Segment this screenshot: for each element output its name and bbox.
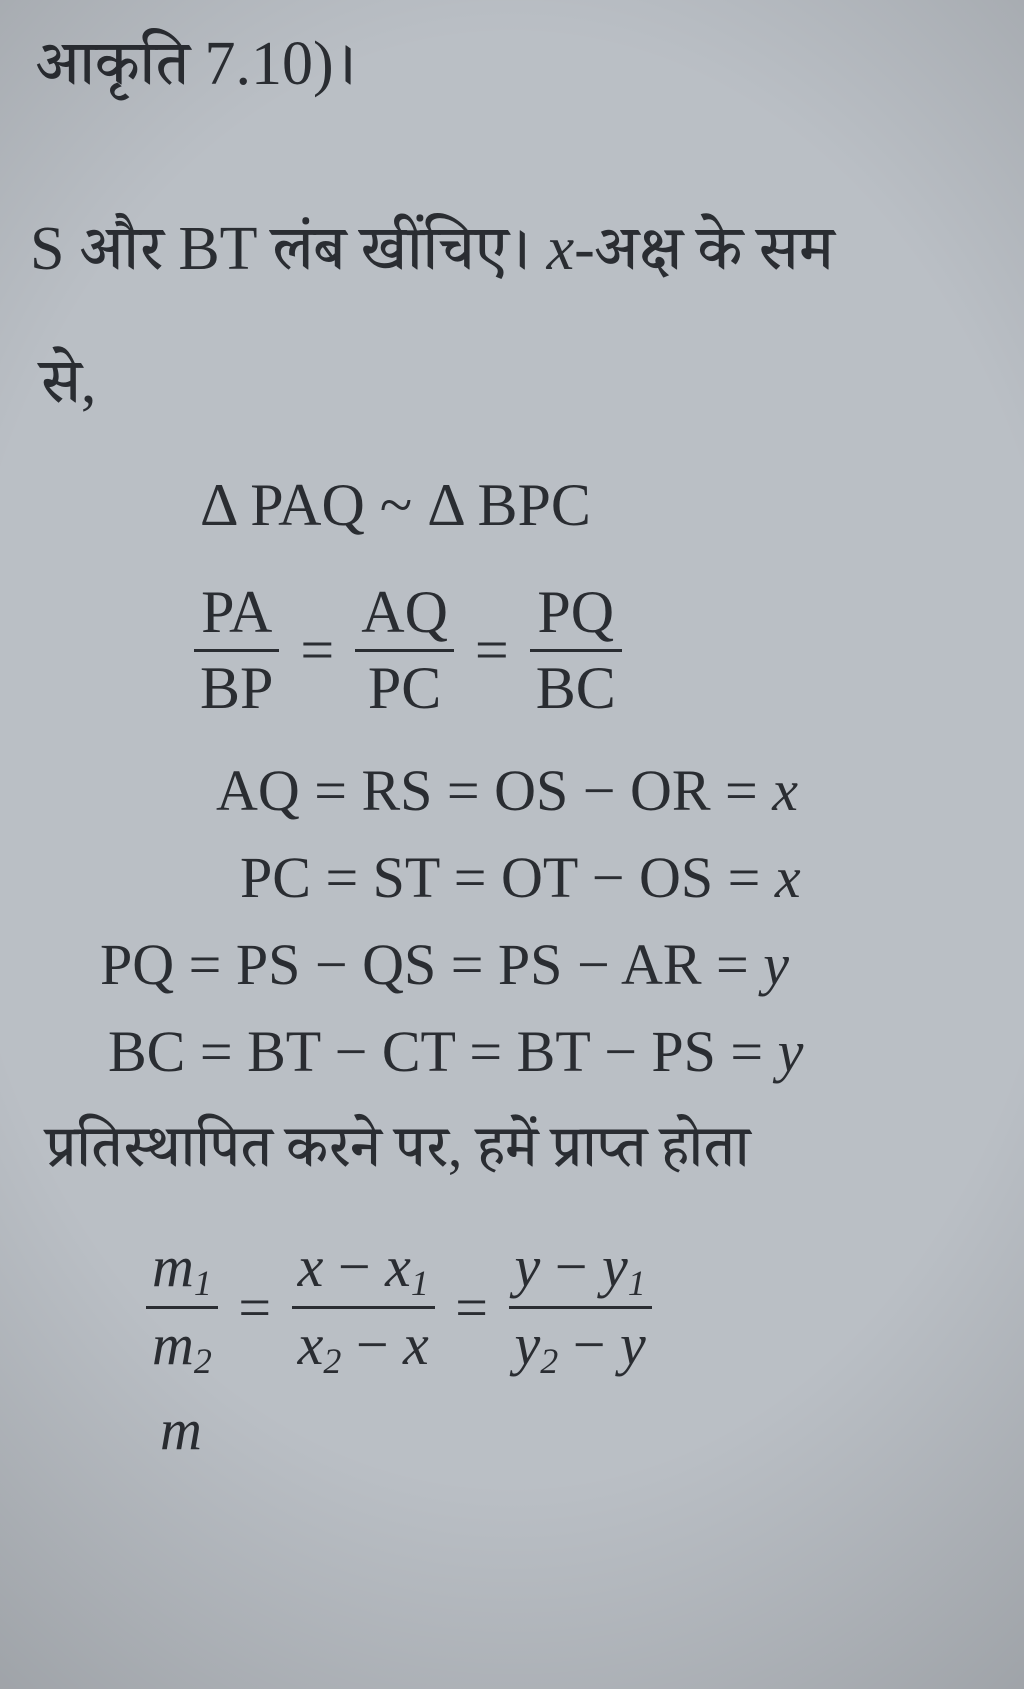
line-ratio: PA BP = AQ PC = PQ BC (188, 578, 1024, 723)
den: BC (530, 649, 622, 723)
den: x2 − x (292, 1306, 435, 1382)
text: PC = ST = OT − OS = (240, 845, 775, 910)
num: PA (194, 578, 279, 649)
var-x: x (775, 845, 801, 910)
den: BP (194, 649, 279, 723)
text: m (160, 1397, 202, 1462)
line-partial-m: m (160, 1396, 1024, 1463)
den: PC (355, 649, 454, 723)
line-bc: BC = BT − CT = BT − PS = y (108, 1018, 1024, 1085)
num: m1 (146, 1233, 218, 1306)
equals: = (475, 617, 509, 683)
frac-x: x − x1 x2 − x (292, 1233, 435, 1382)
text: -अक्ष के सम (574, 215, 833, 283)
page-root: आकृति 7.10)। S और BT लंब खींचिए। x-अक्ष … (0, 0, 1024, 1689)
text: प्रतिस्थापित करने पर, हमें प्राप्त होता (46, 1114, 749, 1179)
line-se: से, (40, 344, 1024, 441)
line-section-formula: m1 m2 = x − x1 x2 − x = y − y1 y2 − y (140, 1233, 1024, 1382)
line-pc: PC = ST = OT − OS = x (240, 844, 1024, 911)
frac-m1-m2: m1 m2 (146, 1233, 218, 1382)
line-aq: AQ = RS = OS − OR = x (216, 757, 1024, 824)
equals: = (238, 1275, 271, 1340)
var-x: x (772, 758, 798, 823)
frac-pa-bp: PA BP (194, 578, 279, 723)
frac-y: y − y1 y2 − y (509, 1233, 652, 1382)
var-y: y (778, 1019, 804, 1084)
num: PQ (530, 578, 622, 649)
equals: = (455, 1275, 488, 1340)
text: Δ PAQ ~ Δ BPC (200, 472, 591, 538)
equals: = (300, 617, 334, 683)
text: आकृति 7.10)। (36, 30, 357, 98)
line-pq: PQ = PS − QS = PS − AR = y (100, 931, 1024, 998)
var-y: y (763, 932, 789, 997)
frac-aq-pc: AQ PC (355, 578, 454, 723)
text: से, (40, 348, 96, 416)
num: AQ (355, 578, 454, 649)
text: PQ = PS − QS = PS − AR = (100, 932, 763, 997)
num: y − y1 (509, 1233, 652, 1306)
frac-pq-bc: PQ BC (530, 578, 622, 723)
text: AQ = RS = OS − OR = (216, 758, 772, 823)
den: m2 (146, 1306, 218, 1382)
line-similar-triangles: Δ PAQ ~ Δ BPC (200, 471, 1024, 540)
text: S और BT लंब खींचिए। (30, 215, 547, 283)
text: BC = BT − CT = BT − PS = (108, 1019, 778, 1084)
line-instruction: S और BT लंब खींचिए। x-अक्ष के सम (30, 211, 1024, 308)
num: x − x1 (292, 1233, 435, 1306)
var-x: x (547, 215, 575, 283)
line-figure-ref: आकृति 7.10)। (36, 26, 1024, 123)
line-substituting: प्रतिस्थापित करने पर, हमें प्राप्त होता (46, 1113, 1024, 1203)
den: y2 − y (509, 1306, 652, 1382)
